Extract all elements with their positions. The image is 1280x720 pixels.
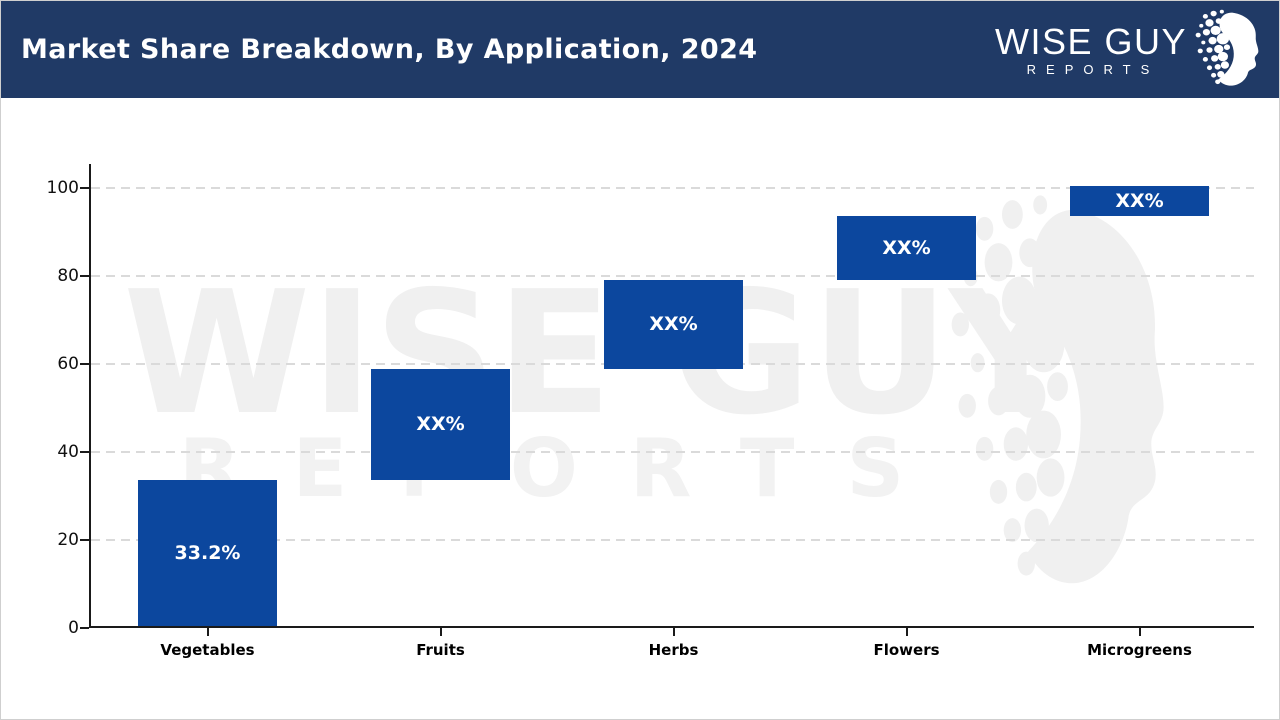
logo-subtitle: REPORTS xyxy=(1026,62,1160,78)
y-tick-mark xyxy=(80,187,89,189)
y-tick-mark xyxy=(80,539,89,541)
category-label-flowers: Flowers xyxy=(873,641,940,659)
gridline xyxy=(91,275,1254,277)
gridline xyxy=(91,187,1254,189)
watermark-subtitle: REPORTS xyxy=(179,422,957,515)
bar-value-label: XX% xyxy=(1115,189,1164,212)
wiseguy-logo: WISE GUY REPORTS xyxy=(995,9,1265,91)
bar-value-label: XX% xyxy=(416,413,465,436)
y-tick-label: 20 xyxy=(57,530,79,550)
y-tick-label: 0 xyxy=(68,618,79,638)
category-label-microgreens: Microgreens xyxy=(1087,641,1192,659)
x-tick-mark xyxy=(206,628,209,636)
x-tick-mark xyxy=(672,628,675,636)
logo-face-icon xyxy=(1195,9,1259,86)
x-tick-mark xyxy=(1138,628,1141,636)
plot-area: 0 20 40 60 80 100 33.2% Vegetables XX% Fruits XX% H… xyxy=(47,164,1254,659)
page-title: Market Share Breakdown, By Application, … xyxy=(21,34,758,65)
bar-value-label: XX% xyxy=(882,237,931,260)
watermark-face-icon xyxy=(951,195,1164,584)
logo-wordmark: WISE GUY xyxy=(994,20,1187,62)
bar-value-label: 33.2% xyxy=(174,541,241,564)
x-tick-mark xyxy=(439,628,442,636)
y-tick-mark xyxy=(80,275,89,277)
y-tick-label: 60 xyxy=(57,354,79,374)
gridline xyxy=(91,451,1254,453)
category-label-fruits: Fruits xyxy=(416,641,465,659)
y-tick-mark xyxy=(80,363,89,365)
bar-segment-microgreens: XX% xyxy=(1070,186,1209,216)
bar-segment-vegetables: 33.2% xyxy=(138,479,277,626)
header: Market Share Breakdown, By Application, … xyxy=(1,1,1279,98)
y-tick-label: 80 xyxy=(57,266,79,286)
x-tick-mark xyxy=(905,628,908,636)
bar-segment-fruits: XX% xyxy=(371,368,510,480)
y-tick-label: 40 xyxy=(57,442,79,462)
y-tick-label: 100 xyxy=(46,178,79,198)
logo-text: WISE GUY REPORTS xyxy=(994,20,1187,78)
bar-value-label: XX% xyxy=(649,313,698,336)
y-tick-mark xyxy=(80,451,89,453)
category-label-herbs: Herbs xyxy=(648,641,699,659)
category-label-vegetables: Vegetables xyxy=(160,641,255,659)
y-tick-mark xyxy=(80,627,89,629)
bar-segment-herbs: XX% xyxy=(604,280,743,369)
bar-segment-flowers: XX% xyxy=(837,215,976,281)
watermark-wordmark: WISE GUY xyxy=(123,255,1073,453)
gridline xyxy=(91,539,1254,541)
